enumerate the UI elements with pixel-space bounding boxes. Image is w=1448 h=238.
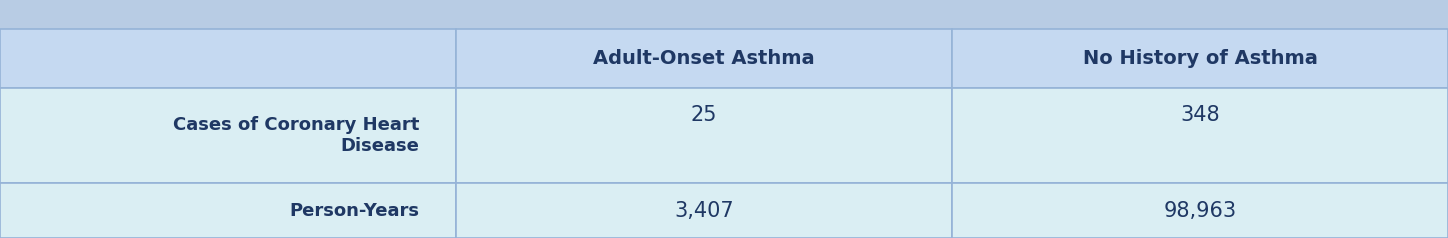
Bar [0,183,456,238]
Text: Person-Years: Person-Years [290,202,420,220]
Bar [456,183,953,238]
Bar [953,183,1448,238]
Bar [456,29,953,88]
Bar [953,29,1448,88]
Text: 98,963: 98,963 [1163,201,1237,221]
Bar [0,29,456,88]
Bar [456,88,953,183]
Text: 348: 348 [1180,105,1219,125]
Text: Adult-Onset Asthma: Adult-Onset Asthma [594,49,815,68]
Bar [0,88,456,183]
Bar [0,0,342,29]
Text: No History of Asthma: No History of Asthma [1083,49,1318,68]
Text: 3,407: 3,407 [675,201,734,221]
Text: 25: 25 [691,105,717,125]
Text: Cases of Coronary Heart
Disease: Cases of Coronary Heart Disease [174,116,420,155]
Bar [953,88,1448,183]
